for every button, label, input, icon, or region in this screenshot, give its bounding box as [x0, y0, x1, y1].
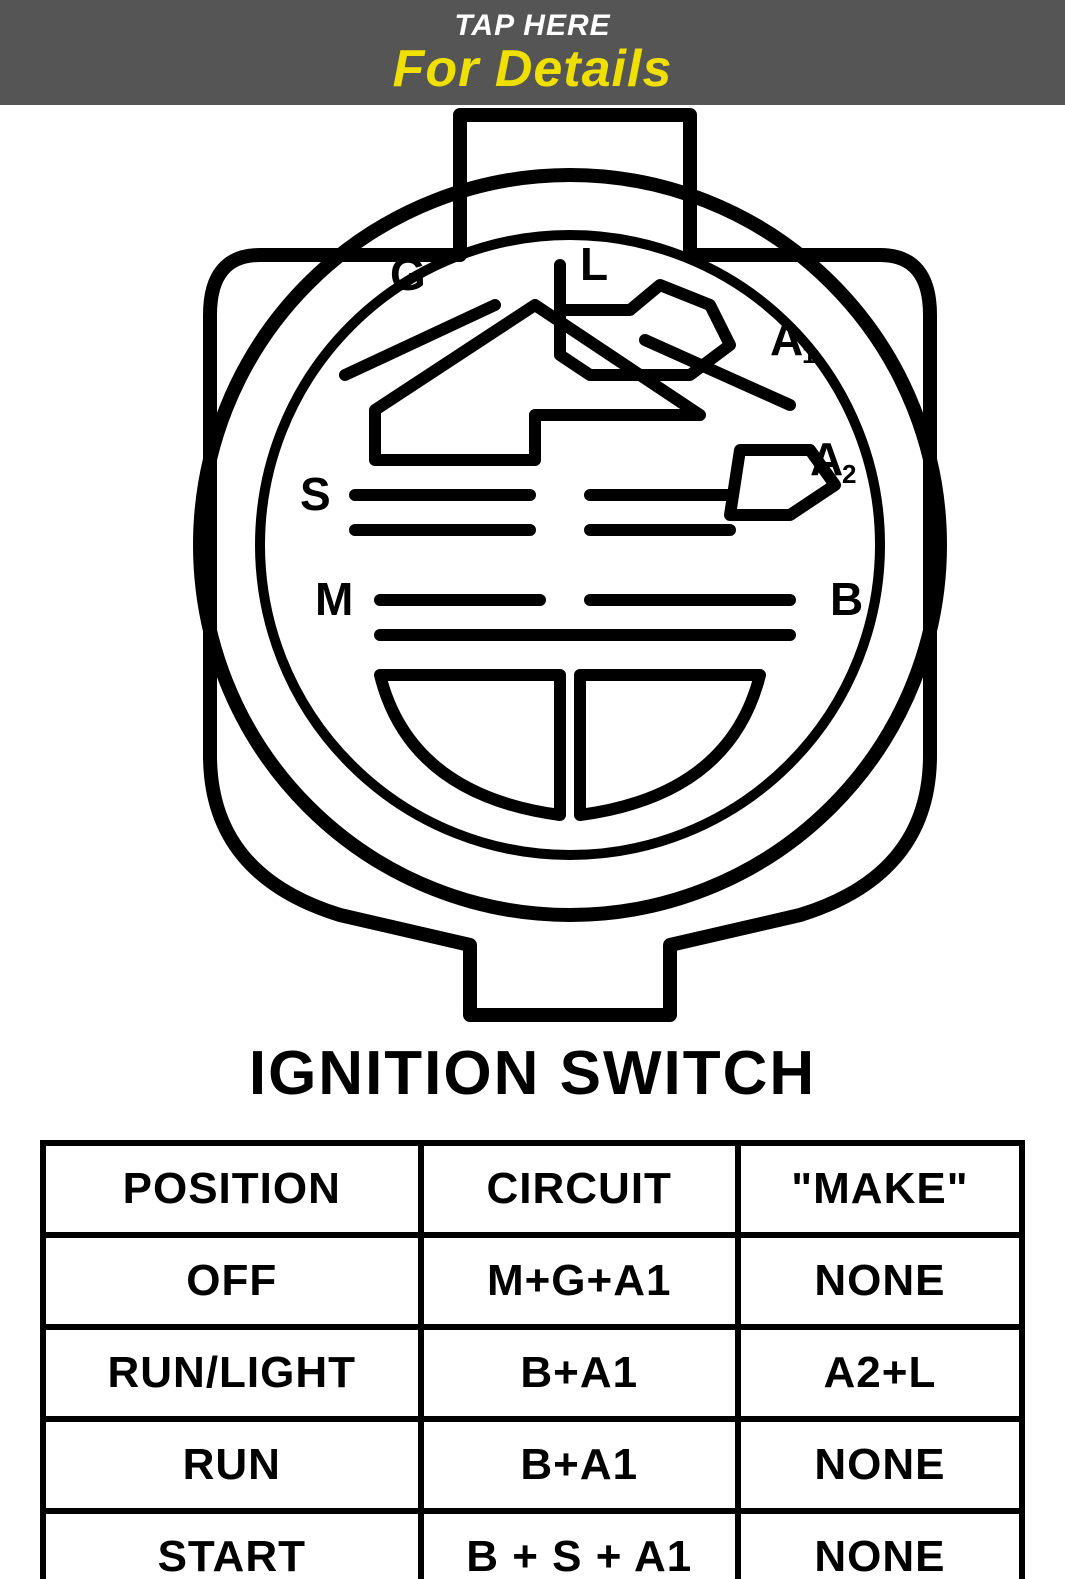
- pin-label: A: [810, 433, 843, 485]
- pin-label: B: [830, 573, 863, 625]
- pin-label: A: [770, 313, 803, 365]
- table-cell: NONE: [738, 1419, 1022, 1511]
- page: TAP HERE For Details: [0, 0, 1065, 1579]
- table-cell: B+A1: [421, 1419, 738, 1511]
- table-body: OFFM+G+A1NONERUN/LIGHTB+A1A2+LRUNB+A1NON…: [43, 1235, 1022, 1579]
- pin-label-sub: 1: [802, 339, 816, 369]
- switch-position-table: POSITIONCIRCUIT"MAKE" OFFM+G+A1NONERUN/L…: [40, 1140, 1025, 1579]
- table-header-cell: CIRCUIT: [421, 1143, 738, 1235]
- cta-line1: TAP HERE: [393, 11, 673, 41]
- table-cell: OFF: [43, 1235, 421, 1327]
- table-row: RUN/LIGHTB+A1A2+L: [43, 1327, 1022, 1419]
- table-row: STARTB + S + A1NONE: [43, 1511, 1022, 1579]
- ignition-switch-diagram: GLA1A2SMB: [0, 55, 1065, 1030]
- pin-label: G: [390, 248, 426, 300]
- table-header-cell: POSITION: [43, 1143, 421, 1235]
- table-cell: B + S + A1: [421, 1511, 738, 1579]
- table-cell: NONE: [738, 1511, 1022, 1579]
- table-row: OFFM+G+A1NONE: [43, 1235, 1022, 1327]
- table-cell: NONE: [738, 1235, 1022, 1327]
- table-cell: START: [43, 1511, 421, 1579]
- pin-label: L: [580, 238, 608, 290]
- diagram-title: IGNITION SWITCH: [0, 1038, 1065, 1109]
- table-header-row: POSITIONCIRCUIT"MAKE": [43, 1143, 1022, 1235]
- table-row: RUNB+A1NONE: [43, 1419, 1022, 1511]
- table-header-cell: "MAKE": [738, 1143, 1022, 1235]
- pin-label: S: [300, 468, 331, 520]
- pin-label: M: [315, 573, 353, 625]
- table-cell: A2+L: [738, 1327, 1022, 1419]
- pin-label-sub: 2: [842, 459, 856, 489]
- table-cell: RUN/LIGHT: [43, 1327, 421, 1419]
- switch-svg: GLA1A2SMB: [90, 55, 1035, 1025]
- table-cell: B+A1: [421, 1327, 738, 1419]
- table-cell: RUN: [43, 1419, 421, 1511]
- table-cell: M+G+A1: [421, 1235, 738, 1327]
